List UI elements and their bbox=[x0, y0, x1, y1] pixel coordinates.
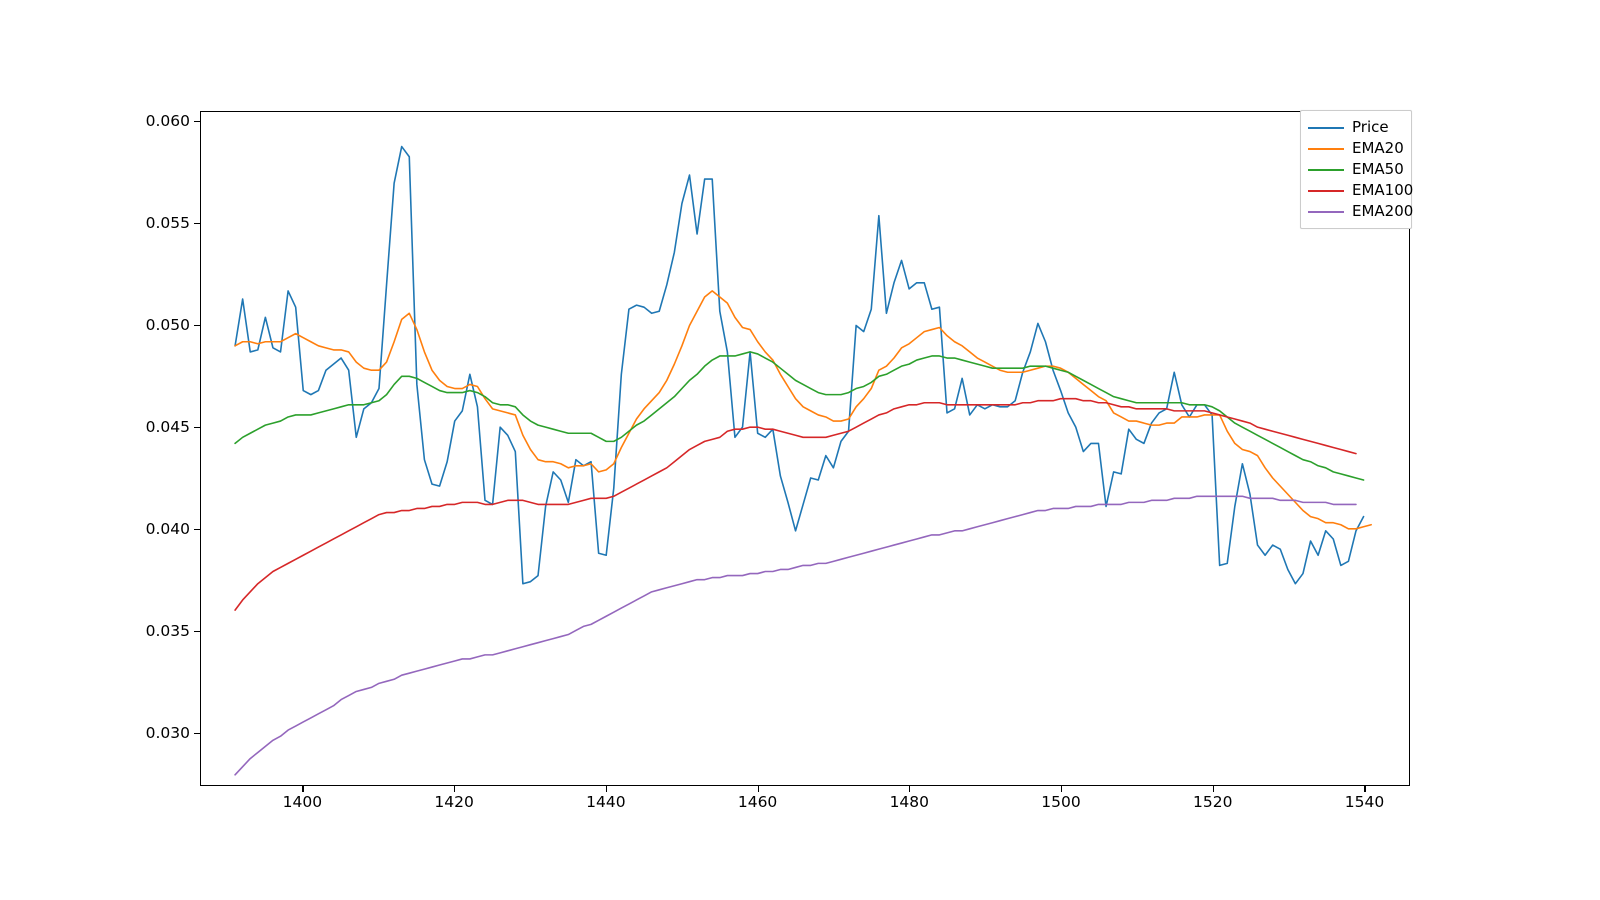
x-tick-mark bbox=[909, 786, 911, 792]
y-tick-label: 0.040 bbox=[145, 520, 190, 539]
y-tick-label: 0.050 bbox=[145, 316, 190, 335]
y-tick-mark bbox=[194, 223, 200, 225]
legend-label: EMA200 bbox=[1352, 202, 1414, 220]
x-tick-mark bbox=[454, 786, 456, 792]
legend-item-ema200[interactable]: EMA200 bbox=[1308, 201, 1413, 222]
y-tick-mark bbox=[194, 732, 200, 735]
y-tick-label: 0.035 bbox=[145, 622, 190, 640]
x-tick-label: 1500 bbox=[1041, 793, 1081, 811]
x-tick-mark bbox=[605, 786, 607, 792]
legend-label: EMA50 bbox=[1352, 160, 1404, 178]
y-tick-mark bbox=[194, 325, 200, 327]
y-tick-label: 0.045 bbox=[145, 418, 190, 437]
y-tick-mark bbox=[194, 529, 200, 531]
legend-item-ema50[interactable]: EMA50 bbox=[1308, 159, 1404, 180]
y-tick-mark bbox=[194, 427, 200, 429]
x-tick-label: 1400 bbox=[282, 793, 323, 811]
x-tick-mark bbox=[1212, 786, 1214, 792]
series-lines bbox=[234, 145, 1372, 776]
y-tick-mark bbox=[194, 121, 200, 123]
series-line-ema50 bbox=[234, 351, 1365, 481]
series-line-ema100 bbox=[234, 397, 1357, 611]
legend-color-swatch bbox=[1308, 126, 1344, 129]
series-line-ema20 bbox=[234, 290, 1372, 530]
chart-legend[interactable]: Price EMA20 EMA50 EMA100 EMA200 bbox=[1300, 110, 1413, 229]
x-tick-label: 1480 bbox=[889, 793, 930, 811]
x-tick-mark bbox=[1061, 786, 1063, 792]
x-tick-label: 1520 bbox=[1193, 793, 1233, 811]
legend-label: EMA20 bbox=[1352, 139, 1404, 157]
legend-label: EMA100 bbox=[1352, 181, 1414, 199]
legend-color-swatch bbox=[1308, 147, 1344, 150]
legend-item-ema100[interactable]: EMA100 bbox=[1308, 180, 1413, 201]
legend-color-swatch bbox=[1308, 168, 1344, 171]
legend-color-swatch bbox=[1308, 189, 1344, 192]
y-tick-label: 0.055 bbox=[145, 214, 190, 233]
series-line-ema200 bbox=[234, 495, 1357, 776]
x-tick-label: 1440 bbox=[586, 793, 626, 811]
legend-color-swatch bbox=[1308, 210, 1344, 213]
plot-axes bbox=[200, 111, 1410, 786]
x-tick-mark bbox=[302, 786, 304, 792]
y-tick-label: 0.030 bbox=[145, 723, 190, 742]
x-tick-label: 1420 bbox=[434, 793, 474, 811]
legend-item-price[interactable]: Price bbox=[1308, 117, 1404, 138]
y-tick-label: 0.060 bbox=[145, 112, 190, 131]
x-tick-label: 1460 bbox=[737, 793, 778, 811]
y-tick-mark bbox=[194, 631, 200, 633]
series-line-price bbox=[234, 145, 1365, 585]
x-tick-mark bbox=[757, 786, 759, 792]
x-tick-mark bbox=[1364, 786, 1366, 792]
legend-label: Price bbox=[1352, 118, 1389, 136]
legend-item-ema20[interactable]: EMA20 bbox=[1308, 138, 1404, 159]
x-tick-label: 1540 bbox=[1344, 793, 1385, 811]
